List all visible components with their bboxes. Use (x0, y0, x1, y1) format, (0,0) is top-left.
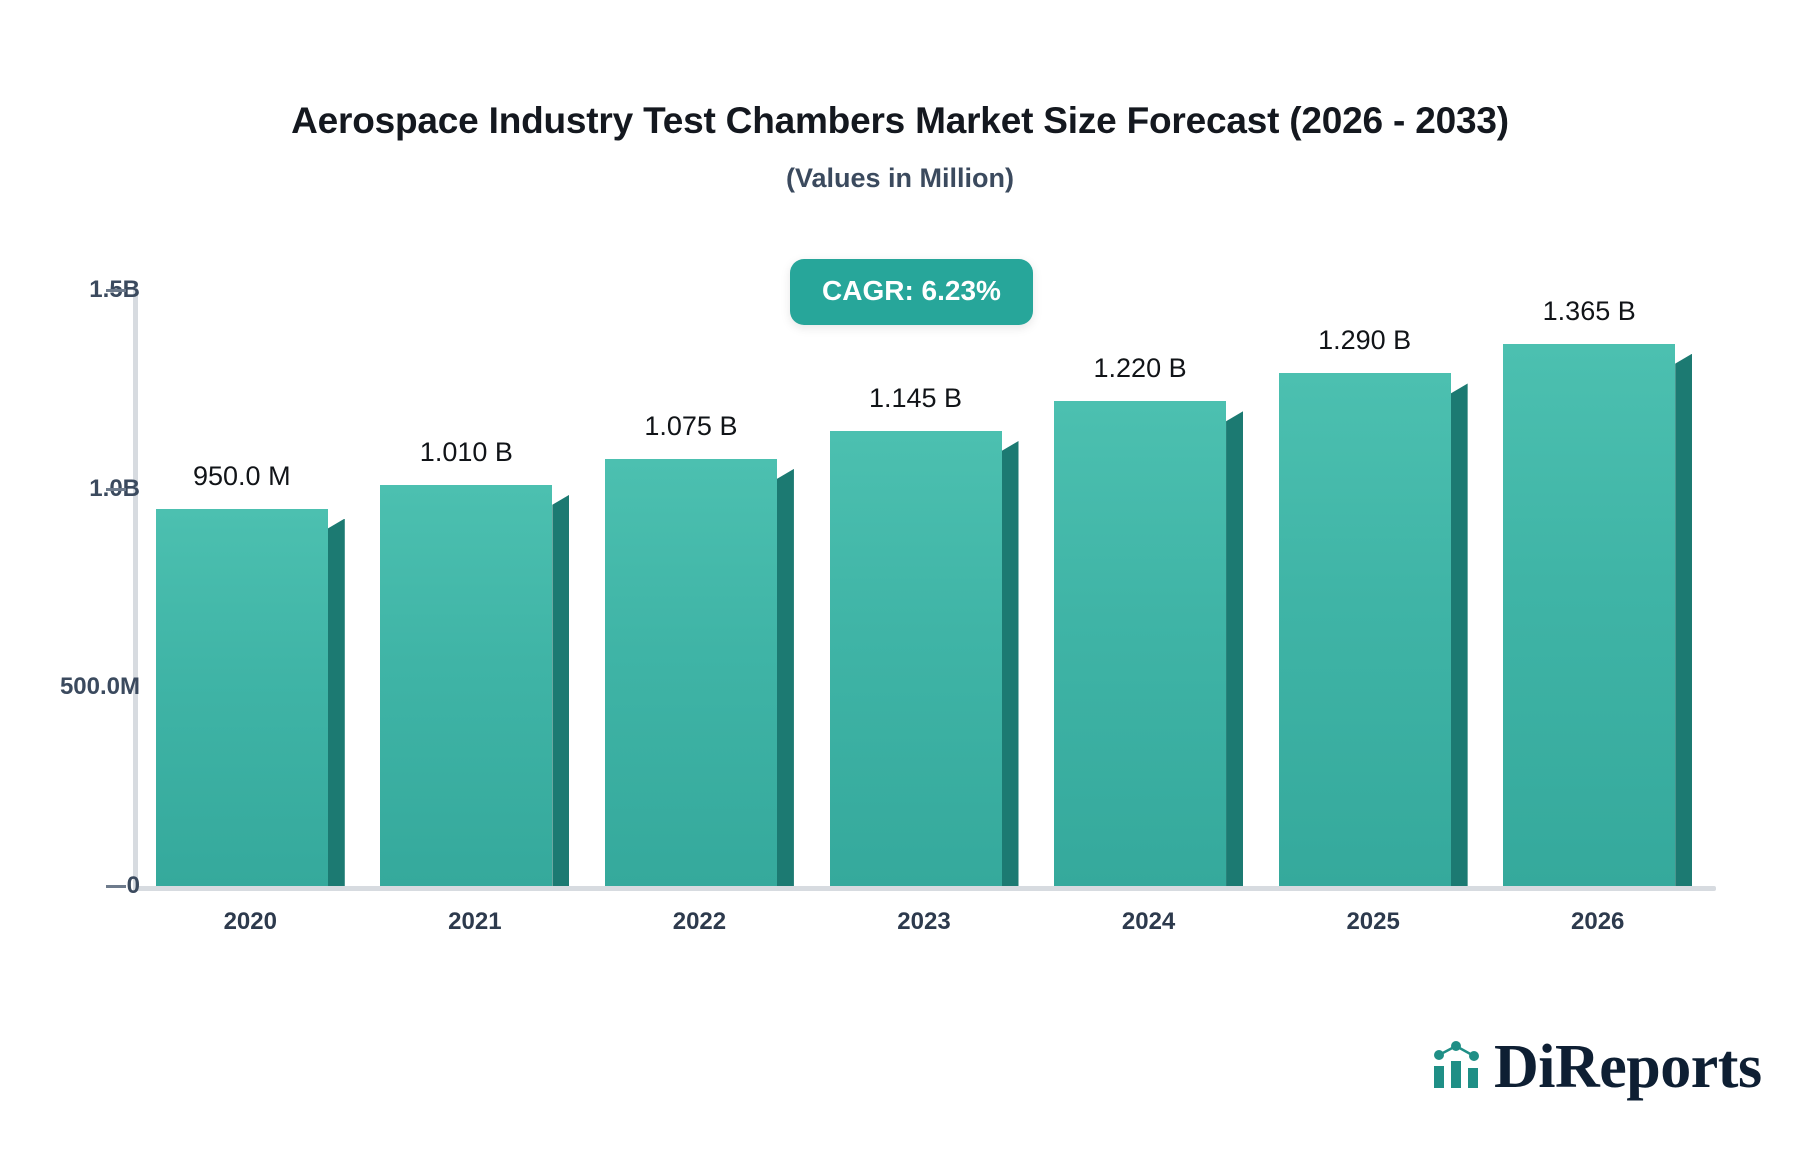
y-tick-mark (106, 289, 126, 292)
cagr-badge: CAGR: 6.23% (790, 259, 1033, 325)
y-tick-mark (106, 885, 126, 888)
y-tick-label: 0 (126, 872, 140, 899)
x-axis-line (133, 886, 1716, 891)
bar[interactable]: 1.075 B (604, 411, 794, 886)
bar-front-face (1278, 373, 1451, 886)
bar-front-face (380, 484, 553, 886)
bar-front-face (1503, 343, 1676, 886)
x-tick-label: 2024 (1121, 908, 1176, 935)
bar-value-label: 1.145 B (868, 383, 963, 414)
bar-front-face (1054, 401, 1227, 886)
y-axis-line (133, 288, 138, 888)
bar[interactable]: 950.0 M (155, 461, 345, 886)
bar-value-label: 1.220 B (1093, 353, 1187, 384)
bar-side-face (1675, 353, 1693, 886)
x-tick-label: 2025 (1346, 908, 1400, 935)
bar-value-label: 1.290 B (1318, 325, 1412, 356)
x-tick-label: 2022 (672, 908, 727, 935)
bar-side-face (552, 494, 570, 886)
x-tick-label: 2020 (223, 908, 277, 935)
y-tick-mark (106, 487, 126, 491)
bar-front-face (155, 508, 328, 886)
direports-logo: DiReports (1430, 1035, 1762, 1098)
bar[interactable]: 1.010 B (380, 437, 570, 886)
bar-side-face (776, 468, 794, 886)
bar-side-face (1226, 411, 1244, 886)
bar-value-label: 1.075 B (644, 410, 738, 441)
bar-value-label: 1.010 B (419, 436, 513, 467)
page-title: Aerospace Industry Test Chambers Market … (291, 100, 1509, 141)
bar[interactable]: 1.220 B (1054, 353, 1244, 886)
bar-front-face (604, 458, 777, 886)
bar[interactable]: 1.145 B (829, 383, 1019, 886)
chart-subtitle: (Values in Million) (785, 163, 1015, 193)
x-tick-label: 2021 (448, 908, 502, 935)
x-tick-label: 2023 (897, 908, 951, 935)
bar-chart-trend-icon (1430, 1035, 1488, 1098)
bar-side-face (1001, 441, 1019, 886)
x-tick-label: 2026 (1571, 908, 1625, 935)
bar-side-face (327, 518, 345, 886)
bar-value-label: 1.365 B (1542, 295, 1636, 326)
bar[interactable]: 1.290 B (1278, 325, 1468, 886)
y-tick-label: 500.0M (59, 673, 140, 701)
bar-value-label: 950.0 M (193, 460, 291, 491)
logo-text: DiReports (1494, 1032, 1762, 1101)
bar[interactable]: 1.365 B (1503, 296, 1693, 886)
bar-side-face (1450, 383, 1468, 886)
bar-front-face (829, 431, 1002, 886)
